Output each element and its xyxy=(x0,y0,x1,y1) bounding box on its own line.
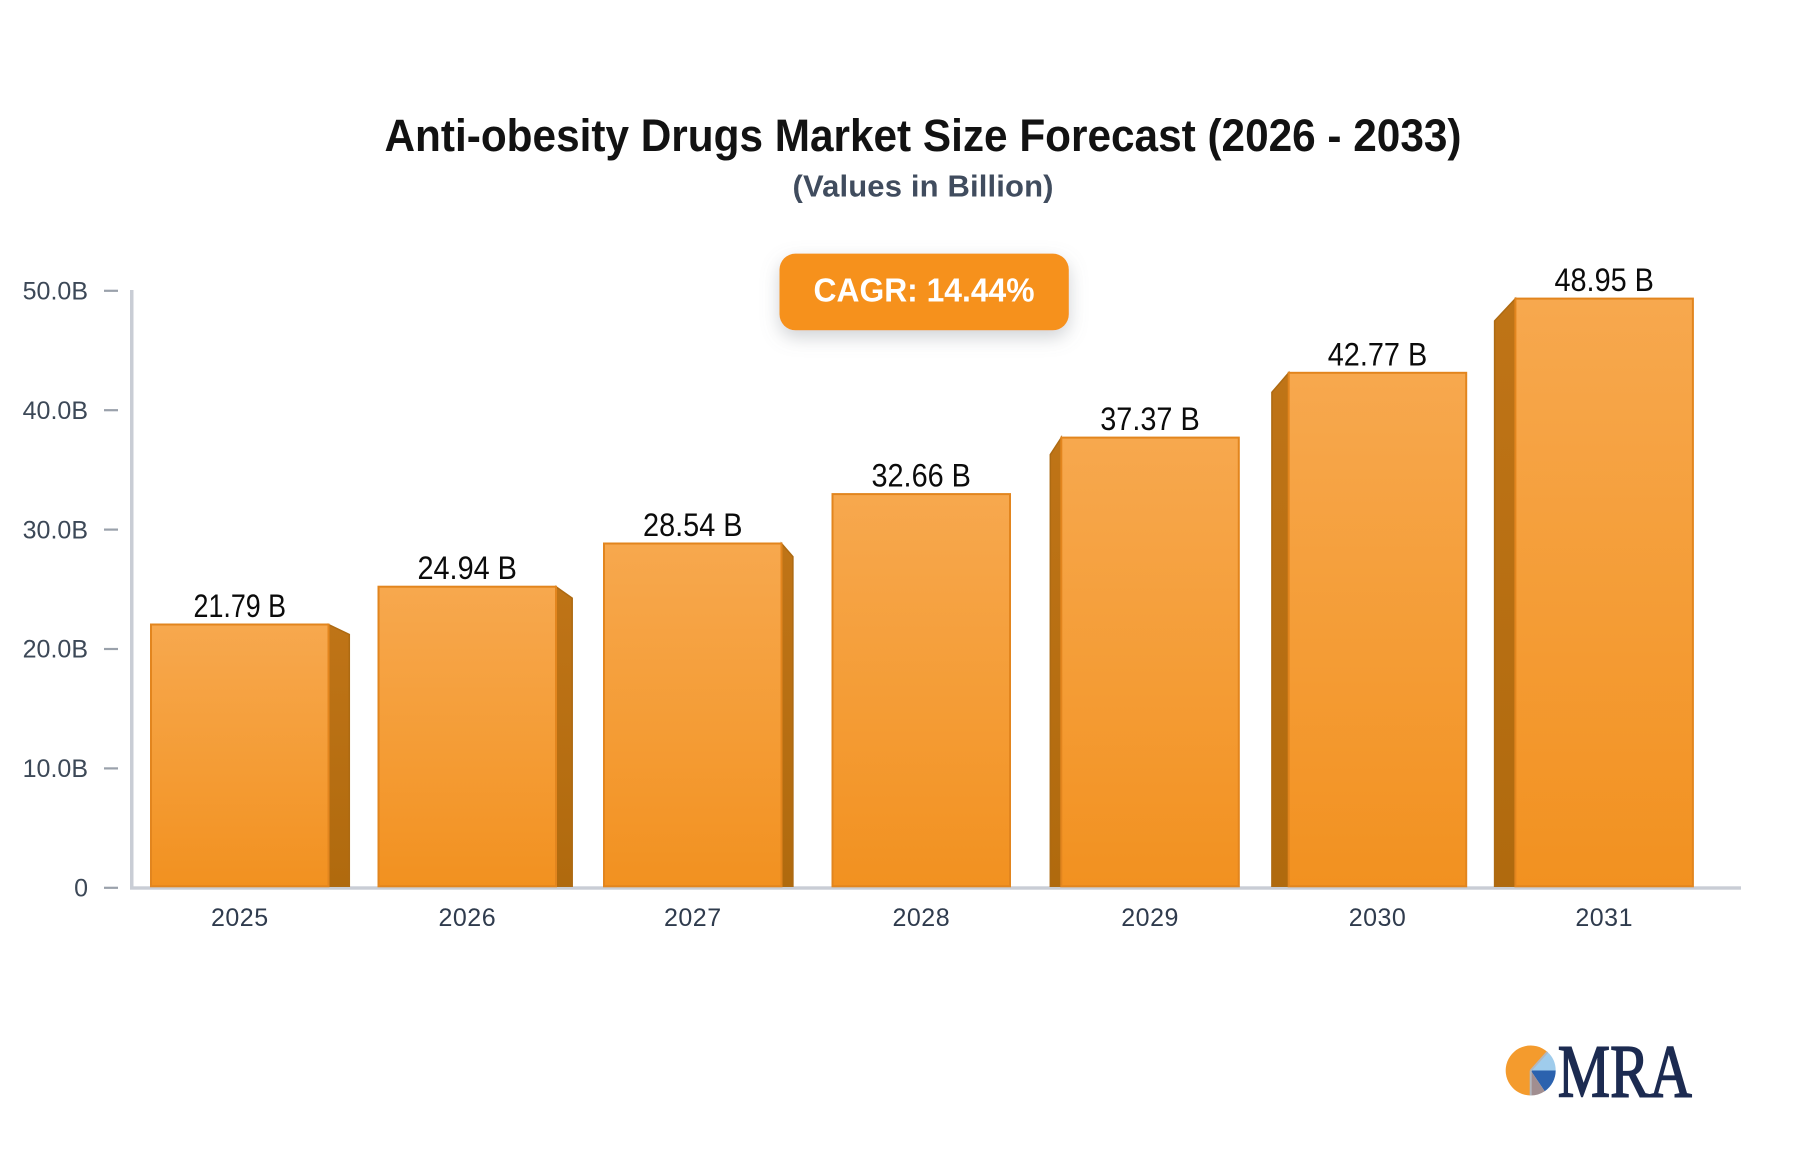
svg-text:40.0B: 40.0B xyxy=(23,397,88,425)
svg-text:2025: 2025 xyxy=(211,904,269,932)
svg-text:10.0B: 10.0B xyxy=(23,755,88,783)
svg-text:30.0B: 30.0B xyxy=(23,516,88,544)
svg-text:MRA: MRA xyxy=(1558,1030,1692,1113)
svg-text:2027: 2027 xyxy=(664,904,722,932)
svg-text:2030: 2030 xyxy=(1349,904,1407,932)
svg-text:2029: 2029 xyxy=(1121,904,1179,932)
svg-text:21.79 B: 21.79 B xyxy=(194,588,287,624)
svg-text:Anti-obesity Drugs Market Size: Anti-obesity Drugs Market Size Forecast … xyxy=(385,110,1462,161)
svg-text:20.0B: 20.0B xyxy=(23,636,88,664)
svg-text:2026: 2026 xyxy=(438,904,496,932)
svg-text:CAGR: 14.44%: CAGR: 14.44% xyxy=(814,271,1035,308)
svg-text:(Values in Billion): (Values in Billion) xyxy=(793,169,1054,204)
svg-text:32.66 B: 32.66 B xyxy=(871,458,971,494)
svg-text:50.0B: 50.0B xyxy=(23,278,88,306)
svg-text:37.37 B: 37.37 B xyxy=(1100,401,1200,437)
svg-text:2028: 2028 xyxy=(892,904,950,932)
svg-text:42.77 B: 42.77 B xyxy=(1328,336,1428,372)
svg-text:0: 0 xyxy=(74,875,88,903)
svg-text:24.94 B: 24.94 B xyxy=(417,550,517,586)
svg-text:28.54 B: 28.54 B xyxy=(643,507,743,543)
svg-text:48.95 B: 48.95 B xyxy=(1554,262,1654,298)
svg-text:2031: 2031 xyxy=(1575,904,1633,932)
